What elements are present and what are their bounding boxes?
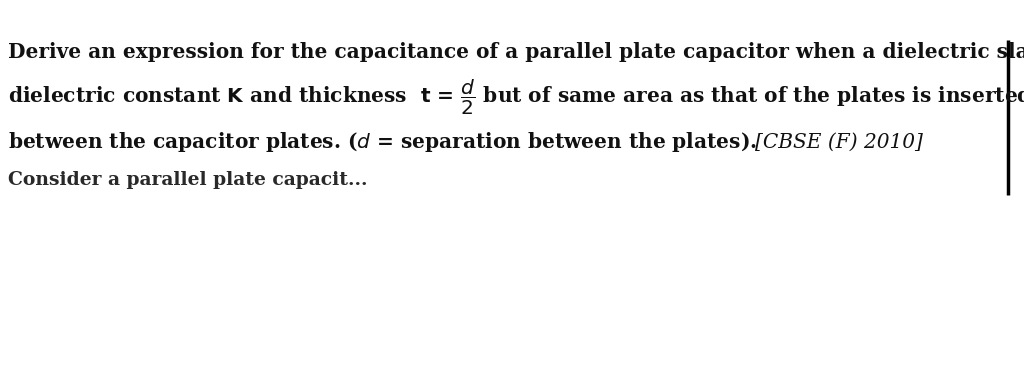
Text: Consider a parallel plate capacit...: Consider a parallel plate capacit... (8, 171, 368, 189)
Text: [CBSE (F) 2010]: [CBSE (F) 2010] (755, 133, 923, 152)
Text: dielectric constant $\mathbf{K}$ and thickness  $\mathit{\mathbf{t}}$ = $\dfrac{: dielectric constant $\mathbf{K}$ and thi… (8, 78, 1024, 117)
Text: between the capacitor plates. ($d$ = separation between the plates).: between the capacitor plates. ($d$ = sep… (8, 130, 757, 154)
Text: Derive an expression for the capacitance of a parallel plate capacitor when a di: Derive an expression for the capacitance… (8, 42, 1024, 62)
